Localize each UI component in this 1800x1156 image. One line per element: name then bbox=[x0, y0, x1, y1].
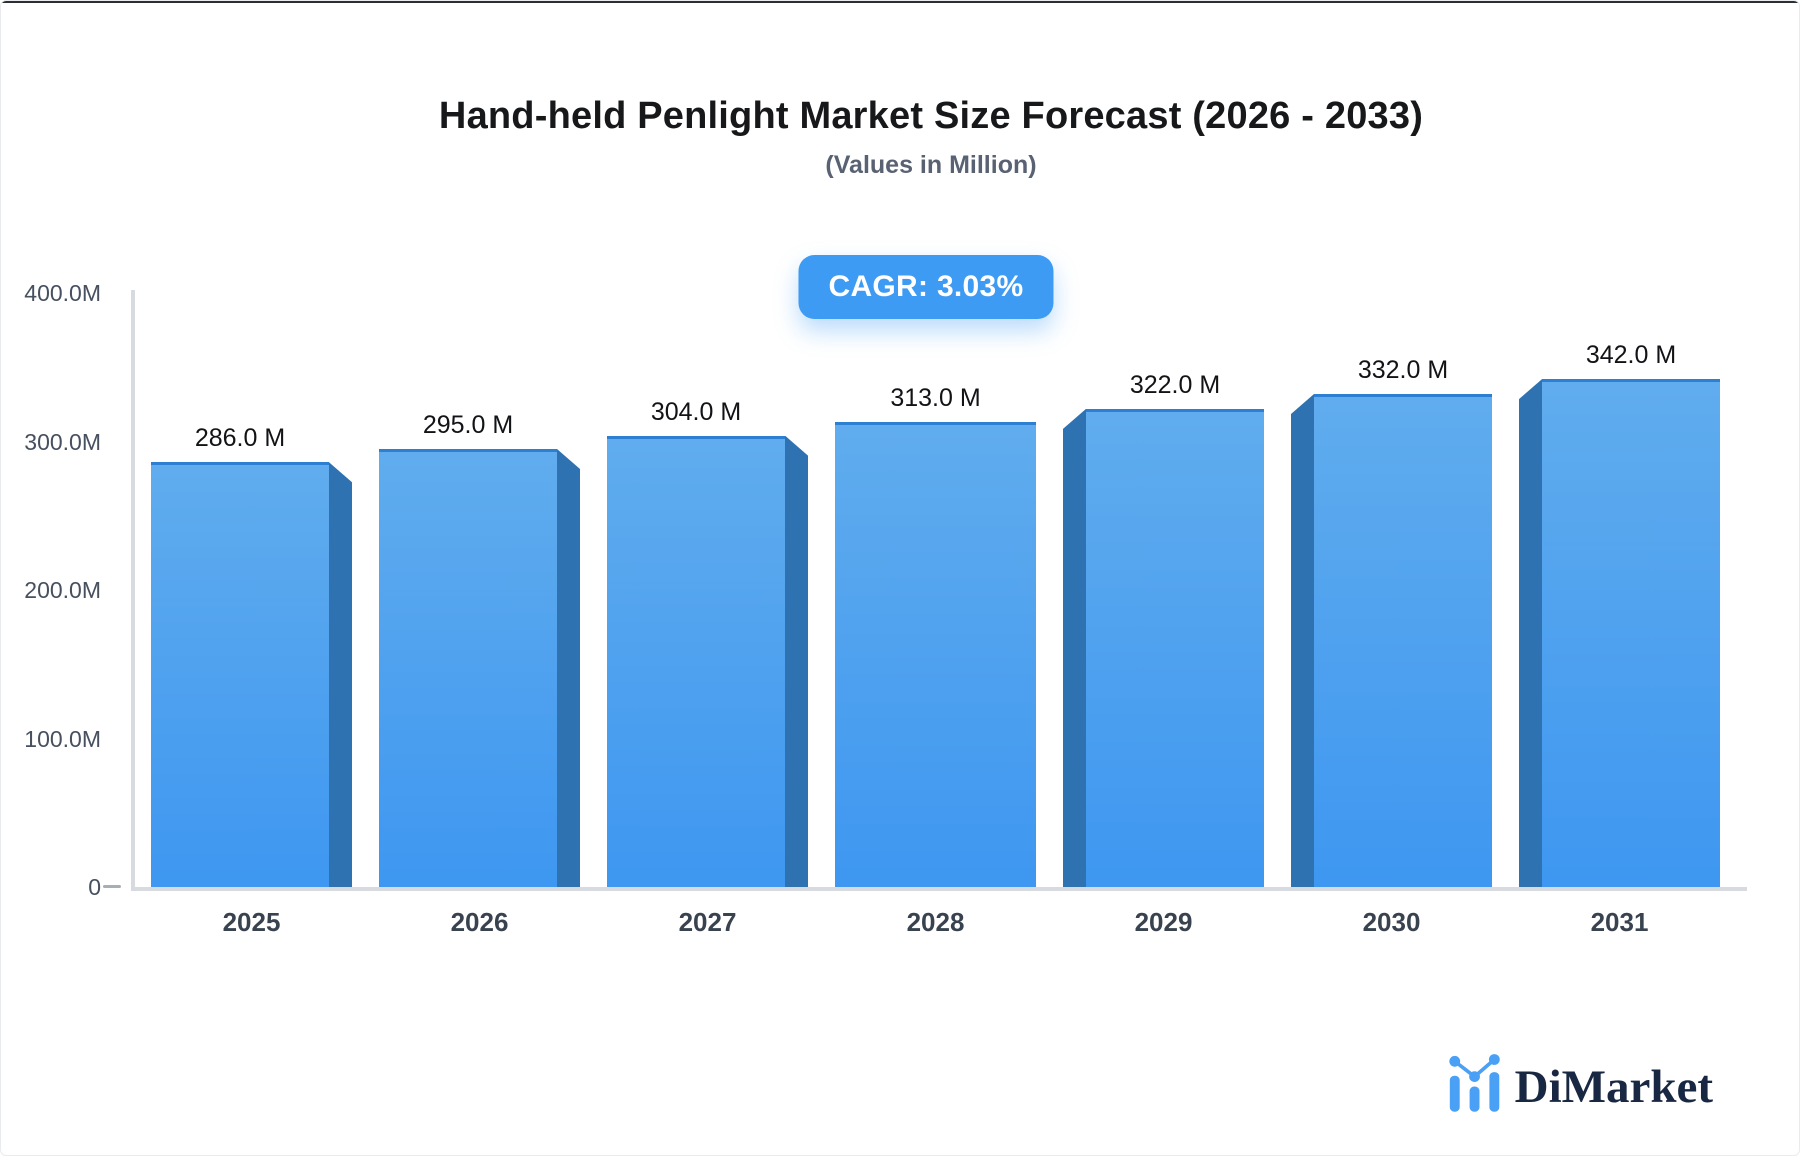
bar-2028: 313.0 M bbox=[835, 384, 1036, 887]
x-axis-line bbox=[131, 887, 1747, 891]
bar-value-label: 304.0 M bbox=[650, 397, 742, 426]
bar-value-label: 342.0 M bbox=[1585, 341, 1677, 370]
bar-front-face bbox=[1542, 379, 1720, 887]
bar-2031: 342.0 M bbox=[1519, 341, 1720, 887]
bar-front-face bbox=[1314, 393, 1492, 887]
y-axis-line bbox=[131, 290, 135, 887]
y-tick-label: 0 bbox=[88, 874, 101, 900]
x-tick-label: 2028 bbox=[906, 907, 965, 937]
bar-2025: 286.0 M bbox=[151, 424, 352, 887]
bar-value-label: 322.0 M bbox=[1129, 370, 1221, 399]
x-tick-label: 2031 bbox=[1590, 907, 1649, 937]
plot-area: 286.0 M 2025 295.0 M 2026 304.0 M 2027 313.0 M… bbox=[131, 290, 1747, 937]
bar-value-label: 295.0 M bbox=[422, 410, 514, 439]
x-tick-label: 2027 bbox=[678, 907, 737, 937]
brand-logo-text: DiMarket bbox=[1514, 1061, 1713, 1113]
bar-front-face bbox=[151, 462, 329, 887]
brand-logo: DiMarket bbox=[1448, 1051, 1713, 1113]
bar-value-label: 313.0 M bbox=[890, 384, 981, 413]
y-tick-label: 400.0M bbox=[24, 280, 101, 306]
bar-value-label: 332.0 M bbox=[1357, 355, 1449, 384]
x-tick-label: 2025 bbox=[222, 907, 281, 937]
bar-2029: 322.0 M bbox=[1063, 371, 1264, 887]
bar-side-face bbox=[1291, 393, 1314, 887]
bar-2026: 295.0 M bbox=[379, 411, 580, 887]
y-tick-label: 300.0M bbox=[24, 428, 101, 455]
zero-tick-mark bbox=[103, 885, 121, 888]
bar-side-face bbox=[329, 462, 352, 887]
cagr-badge: CAGR: 3.03% bbox=[798, 255, 1054, 319]
y-tick-label: 200.0M bbox=[24, 577, 101, 603]
x-tick-label: 2029 bbox=[1134, 907, 1193, 937]
y-tick-label: 100.0M bbox=[24, 725, 101, 752]
bar-side-face bbox=[1063, 408, 1086, 887]
chart-title: Hand-held Penlight Market Size Forecast … bbox=[438, 95, 1424, 137]
bar-front-face bbox=[1086, 408, 1264, 887]
mini-bar-line-chart-icon bbox=[1448, 1054, 1500, 1112]
x-tick-label: 2030 bbox=[1362, 907, 1421, 937]
bar-front-face bbox=[607, 435, 785, 887]
bar-front-face bbox=[379, 448, 557, 887]
chart-subtitle: (Values in Million) bbox=[825, 151, 1037, 179]
bar-value-label: 286.0 M bbox=[194, 424, 286, 453]
bar-side-face bbox=[557, 448, 580, 887]
bar-front-face bbox=[835, 422, 1036, 887]
top-border-line bbox=[1, 1, 1799, 3]
bar-2027: 304.0 M bbox=[607, 398, 808, 887]
bar-2030: 332.0 M bbox=[1291, 356, 1492, 887]
bar-side-face bbox=[785, 435, 808, 887]
x-tick-label: 2026 bbox=[450, 907, 509, 937]
bar-side-face bbox=[1519, 379, 1542, 887]
